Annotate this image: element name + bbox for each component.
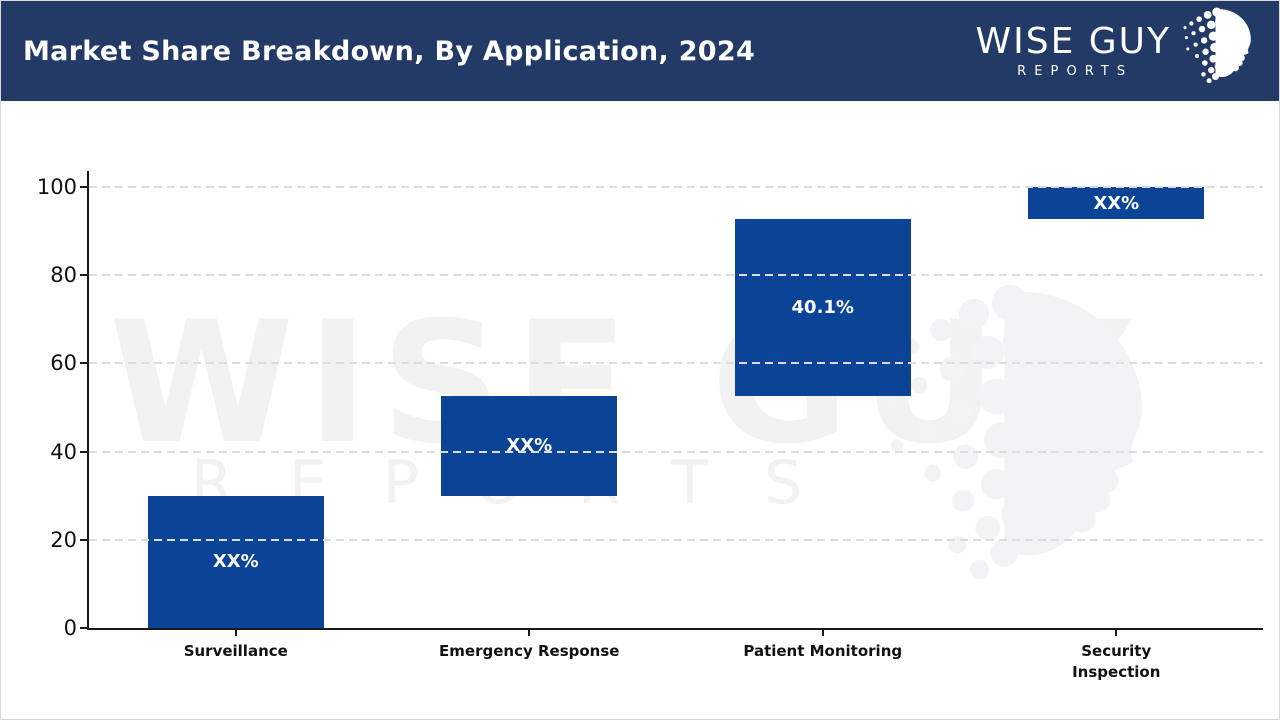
bar-value-label-patient-monitoring: 40.1% xyxy=(791,297,854,319)
y-tick-label-40: 40 xyxy=(50,439,77,464)
brand-wordmark-line2: REPORTS xyxy=(1017,63,1134,79)
dotted-head-icon xyxy=(1183,7,1251,84)
bar-security-inspection: XX% xyxy=(1028,187,1205,220)
brand-logo: WISE GUY REPORTS xyxy=(976,5,1266,97)
y-tick-mark-20 xyxy=(80,538,89,541)
y-tick-mark-80 xyxy=(80,274,89,277)
brand-wordmark-line1: WISE GUY xyxy=(975,20,1171,62)
y-axis xyxy=(87,171,89,630)
x-tick-security-inspection xyxy=(1115,628,1118,636)
y-tick-label-80: 80 xyxy=(50,263,77,288)
y-tick-mark-100 xyxy=(80,186,89,188)
y-tick-mark-0 xyxy=(80,627,89,629)
y-tick-mark-60 xyxy=(80,362,89,365)
plot-area: XX% Surveillance XX% Emergency Response 40.1… xyxy=(1,101,1279,719)
gridline-100 xyxy=(89,186,1263,188)
y-tick-label-0: 0 xyxy=(63,616,77,640)
x-tick-patient-monitoring xyxy=(821,628,824,636)
y-tick-label-60: 60 xyxy=(50,351,77,376)
x-tick-emergency-response xyxy=(528,628,531,636)
x-axis xyxy=(87,628,1263,630)
bar-value-label-security-inspection: XX% xyxy=(1093,192,1140,214)
gridline-60 xyxy=(89,362,1263,365)
bar-emergency-response: XX% xyxy=(441,396,618,496)
brand-wordmark: WISE GUY REPORTS xyxy=(975,20,1172,79)
y-tick-label-20: 20 xyxy=(50,527,77,552)
gridline-40 xyxy=(89,450,1263,453)
x-tick-surveillance xyxy=(234,628,237,636)
bar-patient-monitoring: 40.1% xyxy=(734,219,911,397)
category-label-patient-monitoring: Patient Monitoring xyxy=(743,642,903,660)
bar-value-label-surveillance: XX% xyxy=(212,551,259,573)
watermark-wordmark: WISE GUY xyxy=(109,285,1144,481)
gridline-20 xyxy=(89,538,1263,541)
category-label-security-inspection: Security Inspection xyxy=(1072,642,1161,681)
page-title: Market Share Breakdown, By Application, … xyxy=(23,35,756,67)
chart-area: WISE GUY REPORTS XX%SurveillanceXX%Emerg… xyxy=(1,101,1279,719)
y-tick-mark-40 xyxy=(80,450,89,453)
header-bar: Market Share Breakdown, By Application, … xyxy=(1,1,1279,101)
category-label-emergency-response: Emergency Response xyxy=(439,642,620,660)
bar-surveillance: XX% xyxy=(147,495,324,628)
y-tick-label-100: 100 xyxy=(36,175,77,199)
category-label-surveillance: Surveillance xyxy=(183,642,288,660)
bar-value-label-emergency-response: XX% xyxy=(506,435,553,457)
gridline-80 xyxy=(89,274,1263,277)
